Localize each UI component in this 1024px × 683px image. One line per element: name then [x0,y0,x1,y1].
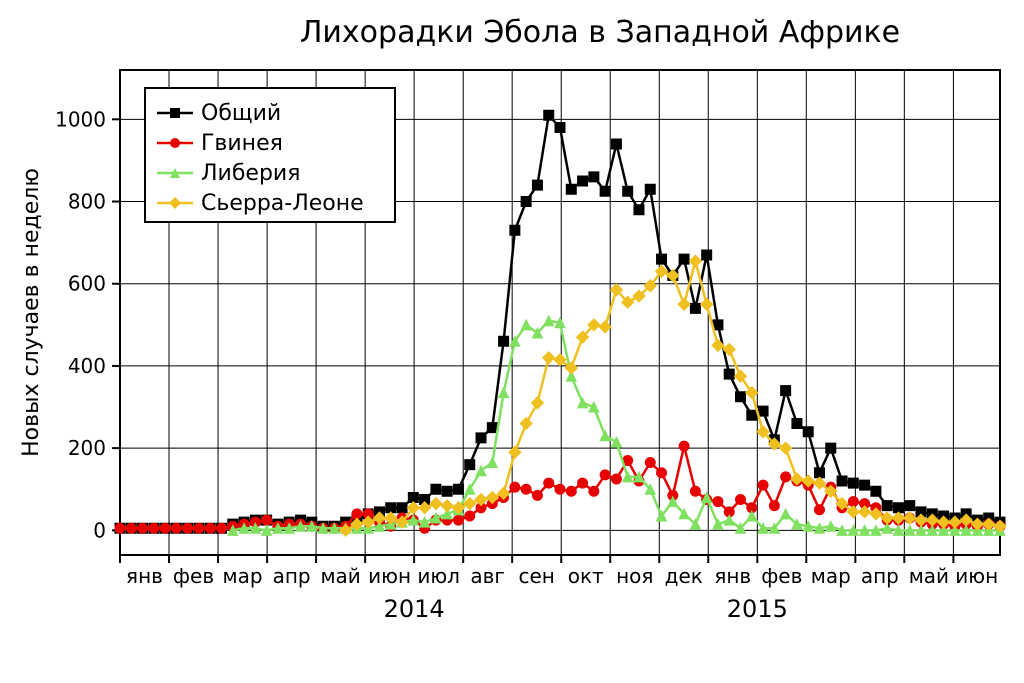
legend-label-guinea: Гвинея [201,131,283,156]
x-tick-label: дек [665,564,703,588]
x-year-label: 2014 [384,595,445,623]
y-tick-label: 1000 [55,107,106,131]
y-tick-label: 0 [93,518,106,542]
x-tick-label: окт [568,564,604,588]
x-tick-label: апр [273,564,311,588]
legend: Общий Гвинея Либерия Сьерра-Леоне [145,88,395,222]
legend-label-sierra_leone: Сьерра-Леоне [201,191,364,216]
x-tick-label: сен [519,564,555,588]
chart-container: Лихорадки Эбола в Западной Африке Новых с… [0,0,1024,683]
x-tick-label: фев [761,564,802,588]
x-year-label: 2015 [727,595,788,623]
x-tick-label: июл [417,564,460,588]
y-axis-label: Новых случаев в неделю [19,168,44,457]
y-tick-label: 200 [68,436,106,460]
x-tick-label: янв [126,564,163,588]
chart-svg: Лихорадки Эбола в Западной Африке Новых с… [0,0,1024,683]
chart-title: Лихорадки Эбола в Западной Африке [300,15,900,50]
x-tick-label: апр [861,564,899,588]
x-tick-label: май [909,564,949,588]
x-tick-label: ноя [616,564,653,588]
x-tick-label: июн [368,564,411,588]
y-tick-label: 600 [68,272,106,296]
y-tick-label: 800 [68,190,106,214]
legend-label-liberia: Либерия [201,161,300,186]
x-tick-label: май [320,564,360,588]
x-tick-label: июн [955,564,998,588]
x-tick-label: авг [470,564,505,588]
x-tick-label: янв [714,564,751,588]
x-tick-label: фев [173,564,214,588]
x-tick-label: мар [223,564,263,588]
x-tick-label: мар [811,564,851,588]
legend-label-total: Общий [201,101,281,126]
y-tick-label: 400 [68,354,106,378]
